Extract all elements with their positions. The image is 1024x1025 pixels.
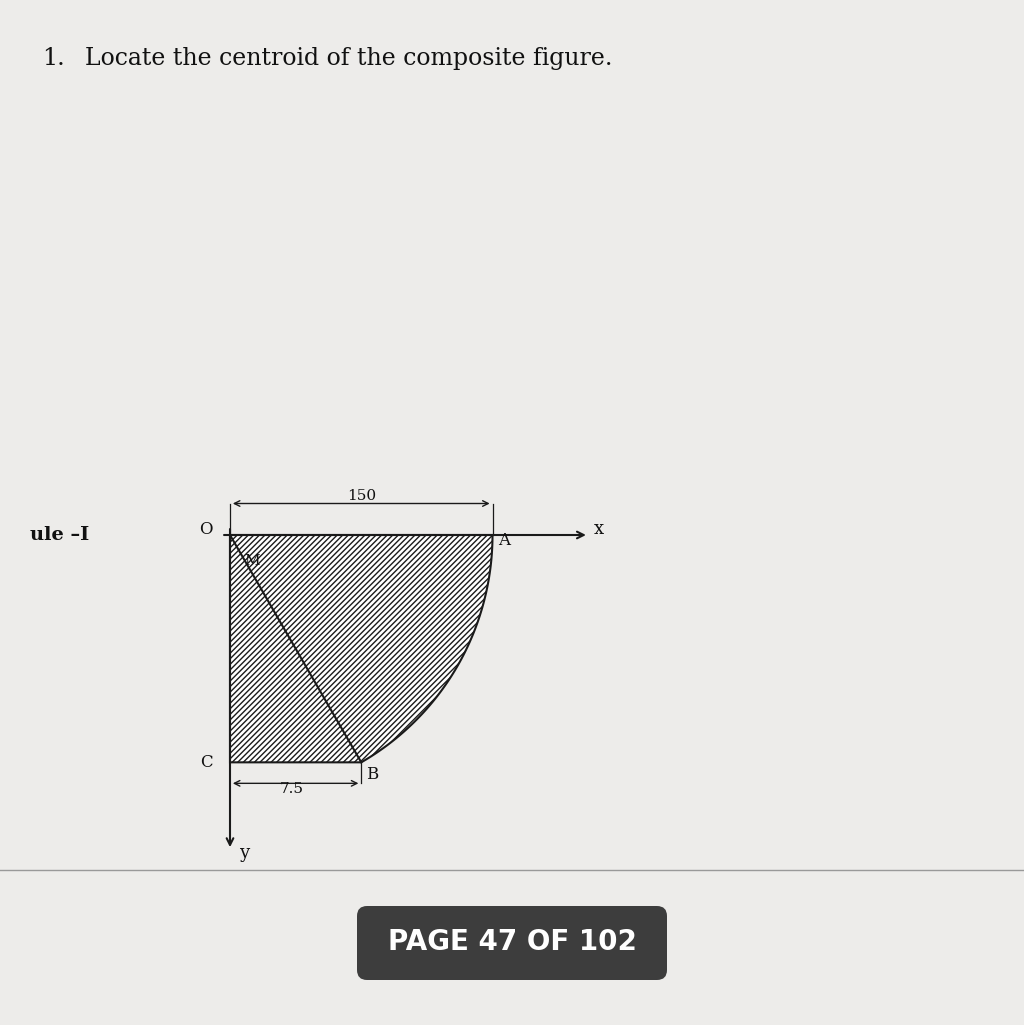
Text: 150: 150	[347, 490, 376, 503]
Polygon shape	[230, 535, 493, 763]
Text: y: y	[239, 845, 249, 862]
Text: C: C	[200, 753, 213, 771]
Text: 1.: 1.	[42, 47, 65, 70]
Text: B: B	[367, 767, 379, 783]
FancyBboxPatch shape	[357, 906, 667, 980]
Text: ule –I: ule –I	[30, 526, 89, 544]
Text: Locate the centroid of the composite figure.: Locate the centroid of the composite fig…	[85, 47, 612, 70]
Text: A: A	[498, 532, 510, 549]
Text: M: M	[244, 555, 260, 568]
Text: 7.5: 7.5	[281, 782, 304, 795]
Text: O: O	[199, 521, 213, 538]
Text: PAGE 47 OF 102: PAGE 47 OF 102	[387, 928, 637, 956]
Text: x: x	[594, 521, 604, 538]
